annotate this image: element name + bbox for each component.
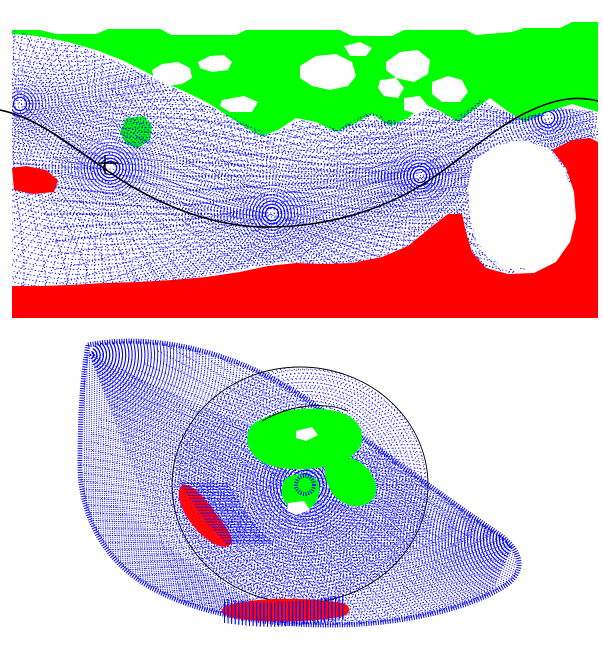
vortex-center <box>294 474 316 496</box>
green-region-top <box>12 22 598 148</box>
green-region-holes <box>152 42 468 114</box>
outer-lens-rim <box>77 338 522 628</box>
separatrix-curve-bottom <box>261 405 349 422</box>
green-island <box>120 116 152 148</box>
streamlines-over-red <box>179 482 345 627</box>
green-patches-bottom <box>247 408 377 515</box>
red-left-notch <box>12 166 58 194</box>
red-region-bottom <box>12 138 598 318</box>
panel-bottom-canvas <box>77 338 522 628</box>
panel-bottom-spherical-view <box>0 325 603 645</box>
panel-top-rectangular-view <box>0 22 599 318</box>
cross-marker <box>99 155 118 174</box>
separatrix-curve-top <box>0 97 599 228</box>
red-region-cavity <box>468 140 572 268</box>
panel-top-canvas <box>0 22 599 318</box>
